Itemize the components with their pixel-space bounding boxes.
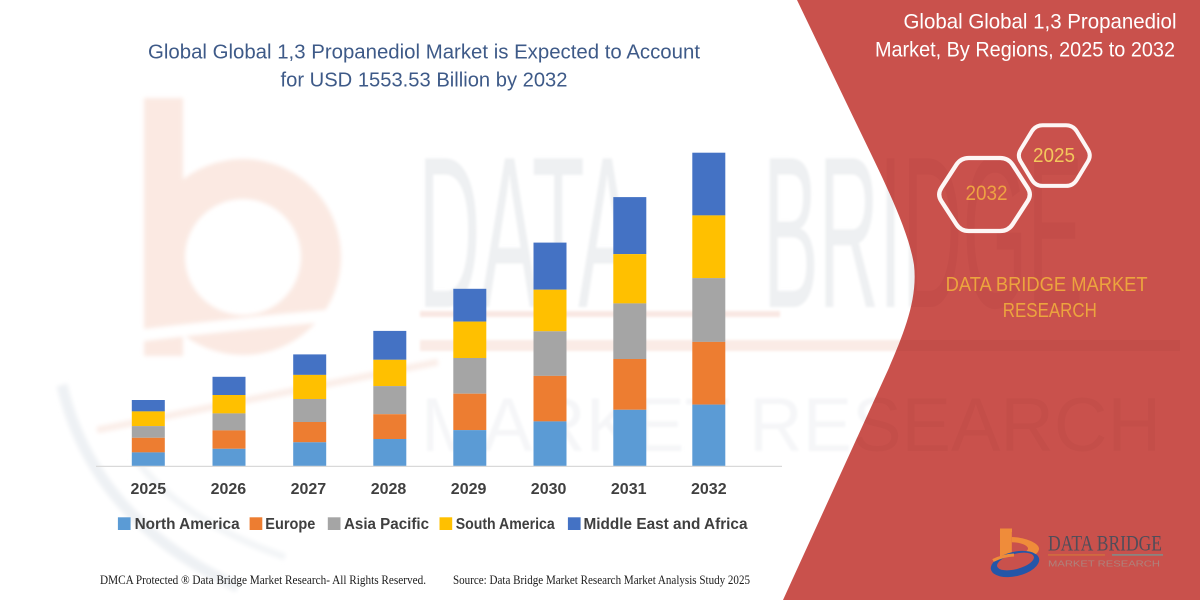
svg-text:Global Global 1,3 Propanediol: Global Global 1,3 Propanediol Market is …	[148, 42, 700, 64]
svg-text:for USD 1553.53 Billion by 203: for USD 1553.53 Billion by 2032	[281, 70, 568, 92]
svg-text:Global Global 1,3 Propanediol: Global Global 1,3 Propanediol	[904, 11, 1177, 34]
svg-text:2026: 2026	[211, 481, 247, 498]
svg-text:Source: Data Bridge Market Res: Source: Data Bridge Market Research Mark…	[453, 572, 750, 587]
svg-text:2032: 2032	[966, 182, 1008, 205]
svg-text:2028: 2028	[371, 481, 407, 498]
svg-text:Asia Pacific: Asia Pacific	[344, 516, 429, 533]
svg-text:2031: 2031	[611, 481, 647, 498]
svg-text:DATA BRIDGE: DATA BRIDGE	[1048, 531, 1162, 556]
svg-text:2027: 2027	[291, 481, 327, 498]
svg-text:North America: North America	[135, 516, 240, 533]
svg-text:2030: 2030	[531, 481, 567, 498]
svg-text:Market, By Regions, 2025 to 20: Market, By Regions, 2025 to 2032	[875, 39, 1175, 62]
svg-text:South America: South America	[456, 516, 555, 533]
svg-text:Europe: Europe	[265, 516, 315, 533]
svg-text:RESEARCH: RESEARCH	[1003, 300, 1097, 322]
svg-text:DATA BRIDGE MARKET: DATA BRIDGE MARKET	[946, 274, 1148, 296]
svg-text:2025: 2025	[131, 481, 167, 498]
svg-text:DMCA Protected ® Data Bridge M: DMCA Protected ® Data Bridge Market Rese…	[100, 572, 426, 587]
svg-text:Middle East and Africa: Middle East and Africa	[584, 516, 748, 533]
svg-text:2025: 2025	[1033, 145, 1075, 167]
svg-text:2029: 2029	[451, 481, 487, 498]
svg-text:2032: 2032	[691, 481, 727, 498]
svg-text:MARKET RESEARCH: MARKET RESEARCH	[1048, 560, 1160, 569]
